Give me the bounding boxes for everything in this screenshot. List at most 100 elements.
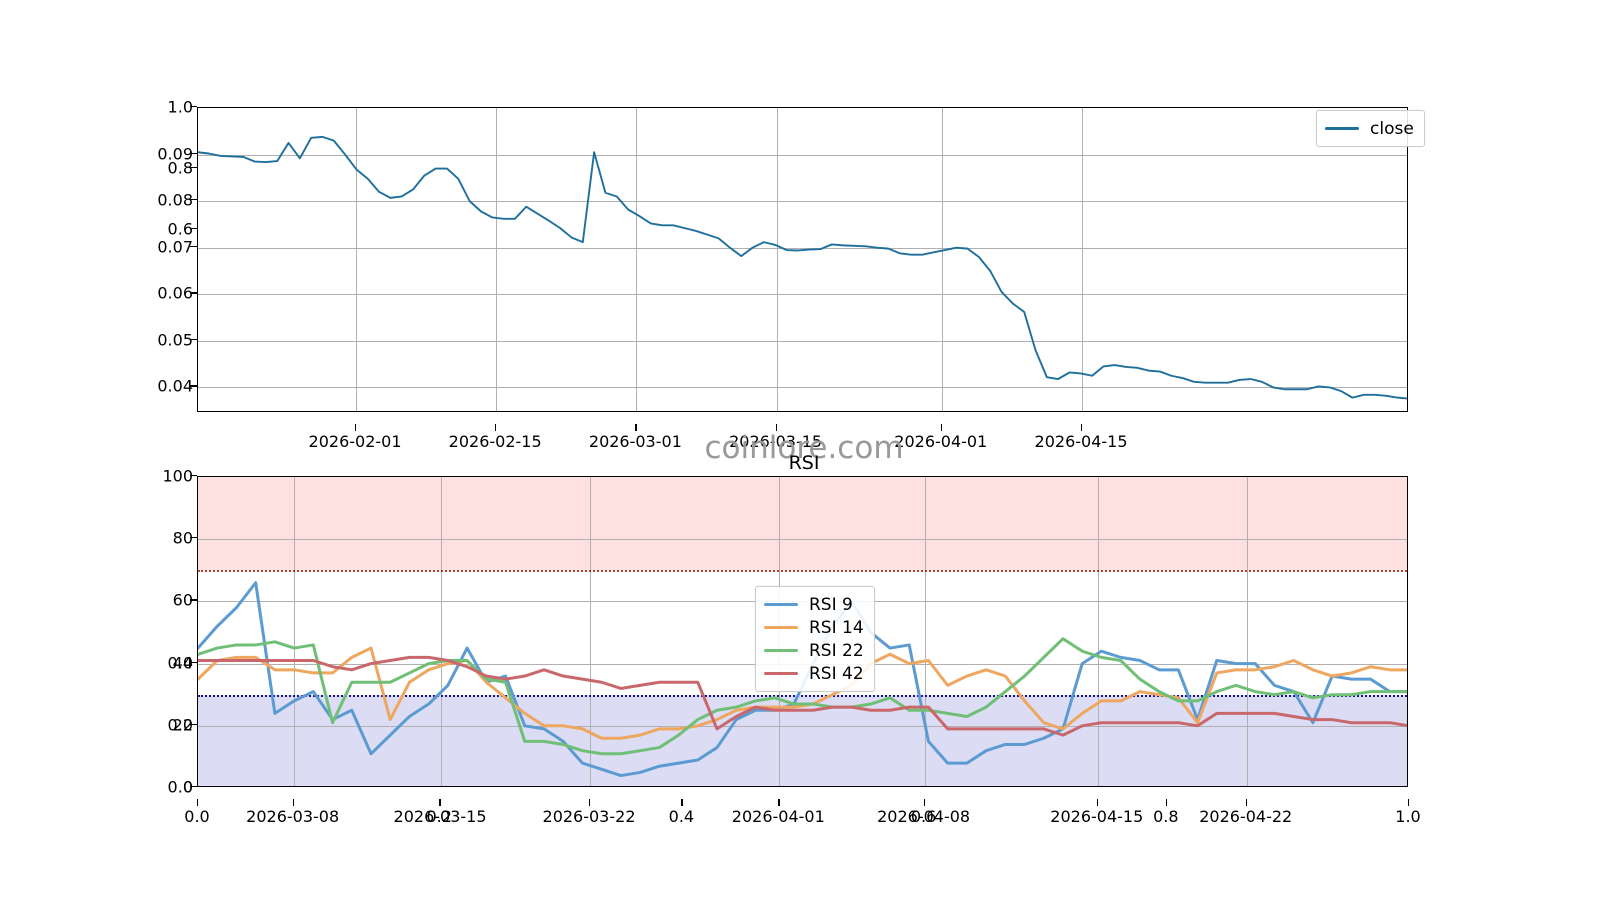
rsi-y-tick-label: 60 xyxy=(172,590,193,610)
tick-mark xyxy=(190,599,197,601)
rsi-x-tick-label: 2026-04-22 xyxy=(1199,807,1293,826)
gridline-vertical xyxy=(356,108,358,411)
tick-mark xyxy=(440,799,442,806)
rsi-legend-item[interactable]: RSI 14 xyxy=(764,616,864,639)
tick-mark xyxy=(190,167,197,169)
legend-color-swatch xyxy=(764,625,798,630)
legend-color-swatch xyxy=(764,648,798,653)
price-y-tick-label-secondary: 0.6 xyxy=(167,219,193,239)
rsi-legend-item[interactable]: RSI 42 xyxy=(764,662,864,685)
price-y-tick-label: 0.04 xyxy=(157,376,193,396)
price-legend-item[interactable]: close xyxy=(1325,117,1414,140)
price-y-tick-label: 0.05 xyxy=(157,330,193,350)
gridline-vertical xyxy=(441,477,443,786)
gridline-vertical xyxy=(496,108,498,411)
price-y-tick-label: 0.07 xyxy=(157,237,193,257)
rsi-y-tick-label: 80 xyxy=(172,528,193,548)
rsi-panel-title: RSI xyxy=(788,452,820,474)
oversold-threshold-line xyxy=(198,694,1407,697)
rsi-x-tick-label: 2026-04-15 xyxy=(1050,807,1144,826)
price-y-tick-label: 0.09 xyxy=(157,144,193,164)
tick-mark xyxy=(190,292,197,294)
price-x-tick-label: 2026-02-15 xyxy=(448,432,542,451)
rsi-x-tick-label-secondary: 0.2 xyxy=(426,807,452,826)
tick-mark xyxy=(190,537,197,539)
legend-color-swatch xyxy=(764,671,798,676)
coinlore-watermark: coinlore.com xyxy=(704,430,904,466)
legend-label: RSI 42 xyxy=(809,663,864,684)
gridline-vertical xyxy=(590,477,591,786)
legend-color-swatch xyxy=(1325,126,1359,131)
rsi-legend-item[interactable]: RSI 22 xyxy=(764,639,864,662)
tick-mark xyxy=(1165,799,1168,806)
rsi-y-tick-label: 100 xyxy=(162,466,193,486)
tick-mark xyxy=(197,799,199,806)
tick-mark xyxy=(355,424,357,431)
tick-mark xyxy=(190,228,197,230)
rsi-y-tick-label: 20 xyxy=(172,715,193,735)
price-y-tick-label: 0.06 xyxy=(157,283,193,303)
gridline-horizontal xyxy=(198,201,1407,203)
price-y-tick-label-secondary: 0.8 xyxy=(167,158,193,178)
price-legend[interactable]: close xyxy=(1316,110,1425,147)
gridline-vertical xyxy=(1082,108,1084,411)
tick-mark xyxy=(635,424,637,431)
price-line-series xyxy=(198,135,1407,400)
price-y-tick-label-secondary: 1.0 xyxy=(167,97,193,117)
gridline-horizontal xyxy=(198,725,1407,727)
rsi-x-tick-label: 2026-04-08 xyxy=(877,807,971,826)
rsi-x-tick-label-secondary: 0.4 xyxy=(668,807,695,826)
tick-mark xyxy=(923,799,925,806)
gridline-horizontal xyxy=(198,387,1407,389)
legend-label: RSI 14 xyxy=(809,617,864,638)
price-x-tick-label: 2026-02-01 xyxy=(308,432,402,451)
tick-mark xyxy=(1096,799,1099,806)
tick-mark xyxy=(778,799,780,806)
rsi-x-tick-label-secondary: 0.8 xyxy=(1153,807,1179,826)
rsi-legend-item[interactable]: RSI 9 xyxy=(764,593,864,616)
overbought-band xyxy=(198,477,1407,571)
gridline-horizontal xyxy=(198,539,1407,541)
gridline-horizontal xyxy=(198,294,1407,296)
rsi-x-tick-label-secondary: 0.6 xyxy=(910,807,937,826)
tick-mark xyxy=(681,799,683,806)
tick-mark xyxy=(1245,799,1248,806)
gridline-vertical xyxy=(636,108,638,411)
gridline-horizontal xyxy=(198,154,1407,156)
legend-label: close xyxy=(1370,118,1414,139)
rsi-y-tick-label: 40 xyxy=(172,653,193,673)
rsi-x-tick-label: 2026-03-15 xyxy=(393,807,487,826)
rsi-x-tick-label: 2026-03-08 xyxy=(246,807,340,826)
overbought-threshold-line xyxy=(198,570,1407,573)
gridline-vertical xyxy=(1097,477,1099,786)
tick-mark xyxy=(190,152,197,154)
rsi-legend[interactable]: RSI 9 RSI 14 RSI 22 RSI 42 xyxy=(755,586,875,692)
tick-mark xyxy=(1081,424,1083,431)
rsi-y-tick-label-secondary: 0.4 xyxy=(167,653,193,673)
tick-mark xyxy=(190,475,197,477)
price-y-tick-label: 0.08 xyxy=(157,190,193,210)
tick-mark xyxy=(1408,799,1410,806)
gridline-horizontal xyxy=(198,247,1407,249)
tick-mark xyxy=(589,799,591,806)
rsi-x-tick-label: 2026-03-22 xyxy=(542,807,636,826)
tick-mark xyxy=(292,799,294,806)
rsi-x-tick-label-secondary: 1.0 xyxy=(1395,807,1421,826)
tick-mark xyxy=(190,661,197,663)
price-x-tick-label: 2026-03-01 xyxy=(588,432,682,451)
legend-label: RSI 22 xyxy=(809,640,864,661)
gridline-vertical xyxy=(1246,477,1248,786)
gridline-horizontal xyxy=(198,340,1407,342)
legend-label: RSI 9 xyxy=(809,594,853,615)
gridline-vertical xyxy=(924,477,926,786)
price-x-tick-label: 2026-03-15 xyxy=(729,432,823,451)
tick-mark xyxy=(190,245,197,247)
tick-mark xyxy=(190,385,197,387)
rsi-x-tick-label: 2026-04-01 xyxy=(731,807,825,826)
tick-mark xyxy=(940,424,943,431)
tick-mark xyxy=(190,723,197,726)
tick-mark xyxy=(495,424,497,431)
tick-mark xyxy=(190,786,197,788)
tick-mark xyxy=(190,338,197,341)
